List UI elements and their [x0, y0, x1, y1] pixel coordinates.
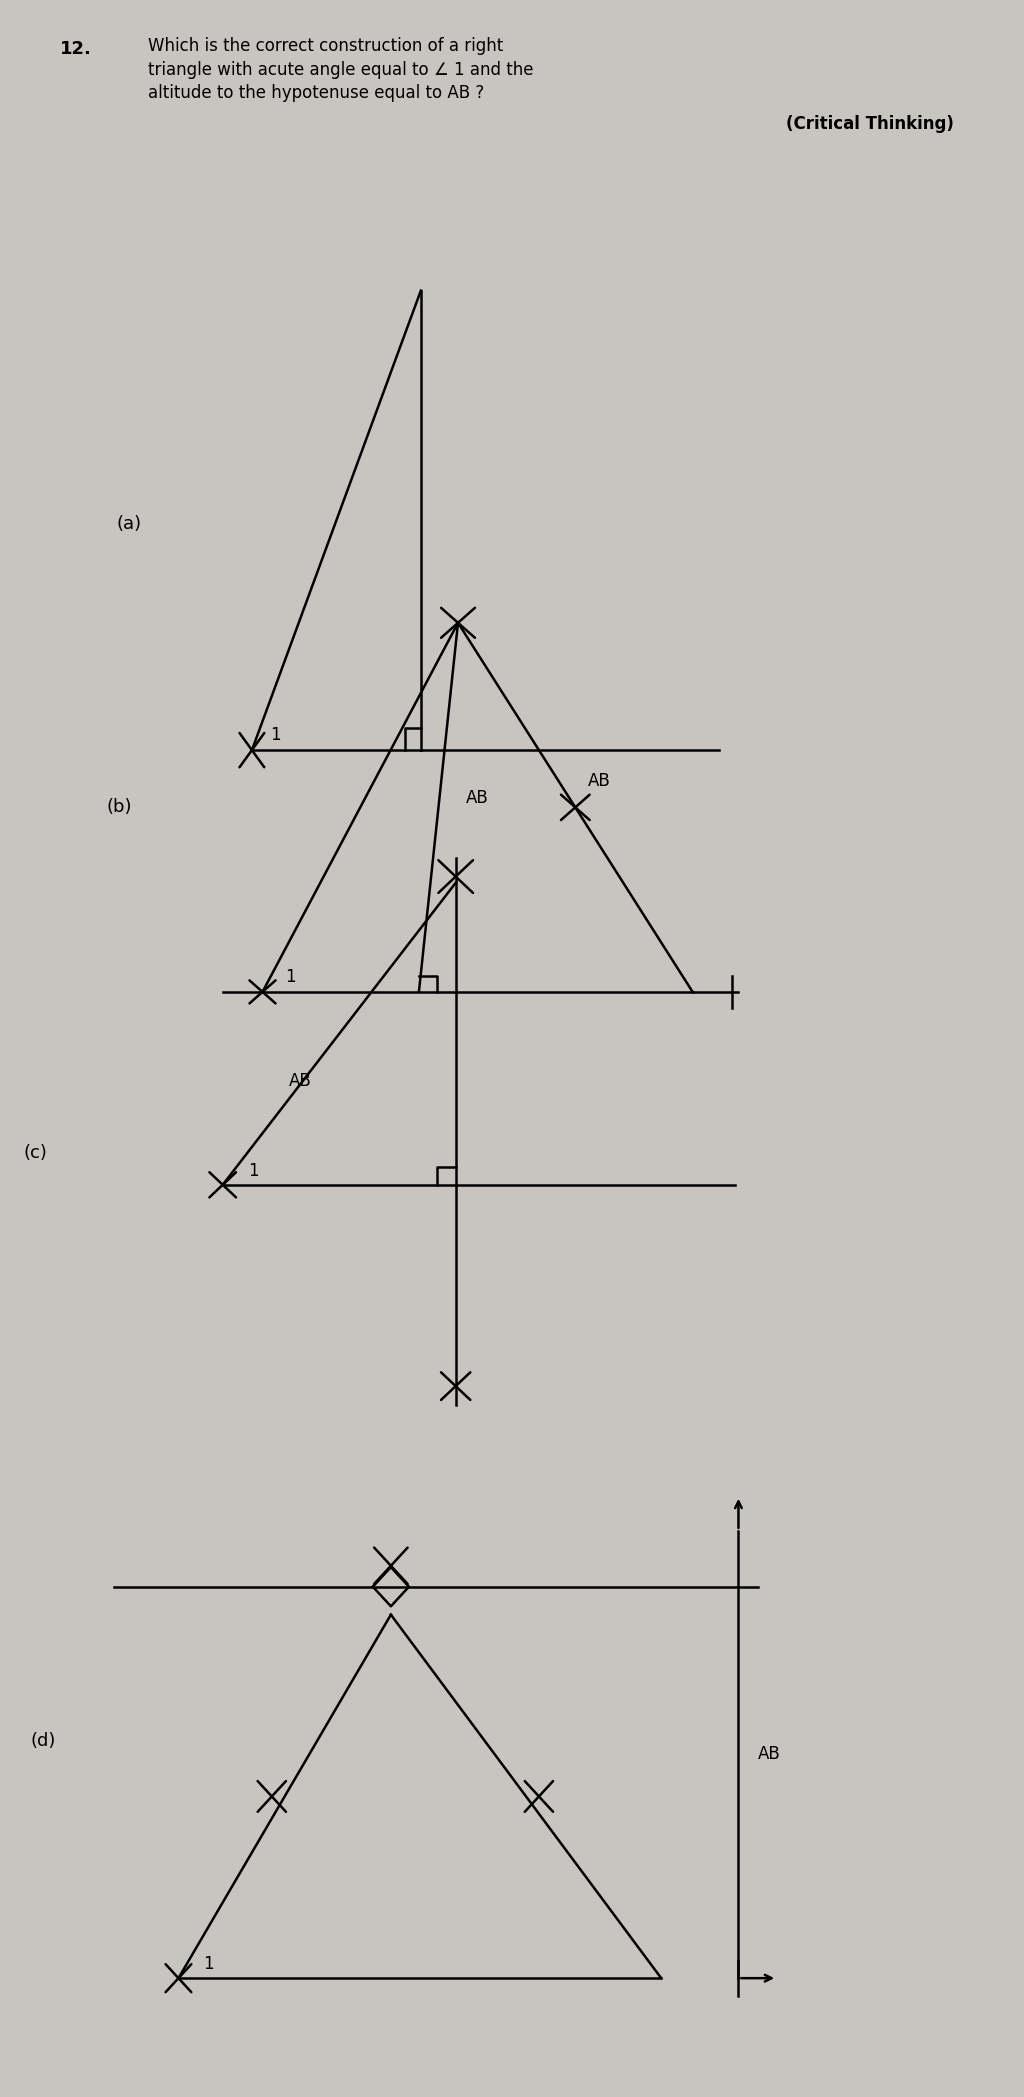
Text: 1: 1 — [248, 1162, 259, 1181]
Text: 12.: 12. — [59, 40, 92, 59]
Text: (c): (c) — [23, 1145, 47, 1162]
Text: AB: AB — [589, 772, 611, 791]
Text: AB: AB — [758, 1745, 780, 1764]
Text: AB: AB — [466, 788, 488, 807]
Text: AB: AB — [289, 1072, 312, 1090]
Text: 1: 1 — [286, 969, 296, 986]
Text: (a): (a) — [117, 516, 142, 533]
Text: (b): (b) — [106, 799, 132, 816]
Text: 1: 1 — [270, 726, 281, 744]
Text: triangle with acute angle equal to ∠ 1 and the: triangle with acute angle equal to ∠ 1 a… — [148, 61, 534, 80]
Text: (d): (d) — [31, 1732, 55, 1749]
Text: altitude to the hypotenuse equal to AB ?: altitude to the hypotenuse equal to AB ? — [148, 84, 484, 103]
Text: Which is the correct construction of a right: Which is the correct construction of a r… — [148, 38, 504, 55]
Text: (Critical Thinking): (Critical Thinking) — [786, 115, 954, 132]
Text: 1: 1 — [203, 1954, 214, 1973]
